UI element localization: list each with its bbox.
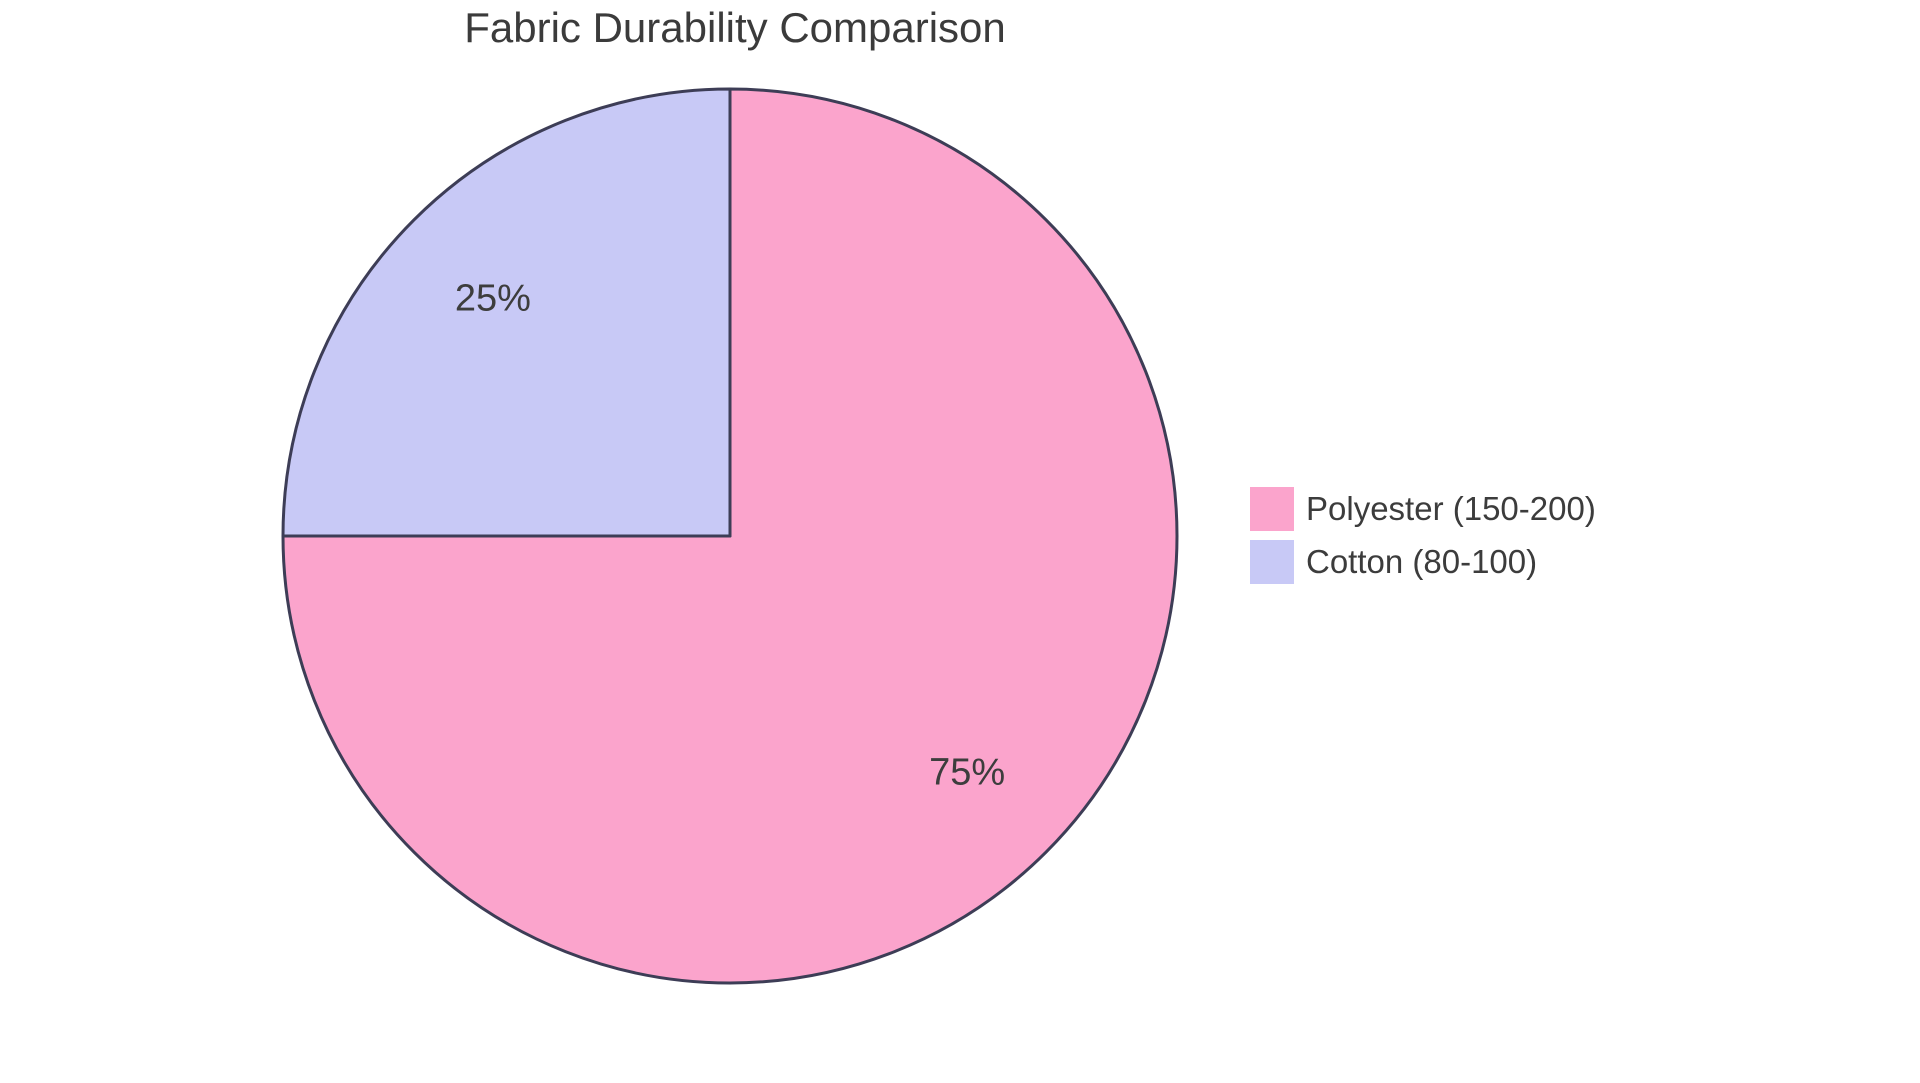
legend: Polyester (150-200) Cotton (80-100): [1250, 487, 1596, 593]
slice-label-polyester: 75%: [929, 751, 1006, 794]
legend-label-cotton: Cotton (80-100): [1306, 543, 1538, 580]
chart-title: Fabric Durability Comparison: [464, 4, 1006, 51]
legend-item-polyester[interactable]: Polyester (150-200): [1250, 487, 1596, 531]
pie-slice-1[interactable]: [281, 87, 732, 538]
legend-label-polyester: Polyester (150-200): [1306, 490, 1596, 527]
legend-item-cotton[interactable]: Cotton (80-100): [1250, 540, 1596, 584]
legend-swatch-polyester: [1250, 487, 1294, 531]
slice-label-cotton: 25%: [454, 277, 531, 320]
legend-swatch-cotton: [1250, 540, 1294, 584]
